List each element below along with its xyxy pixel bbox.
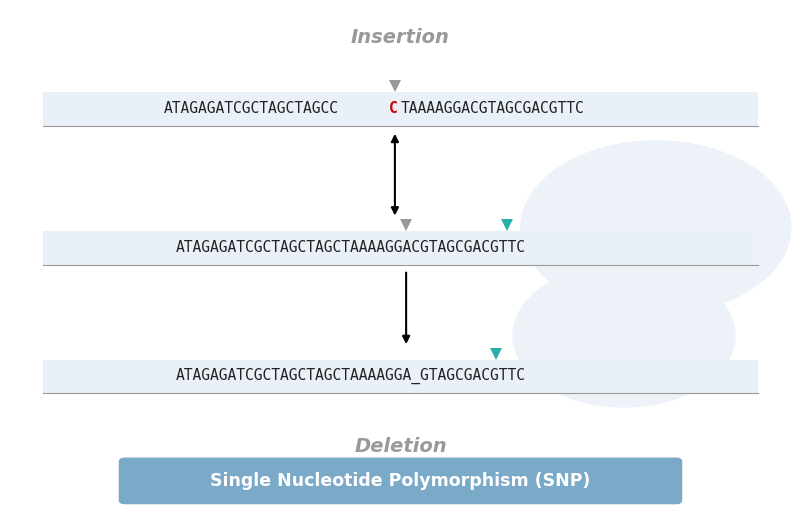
Circle shape [513,264,736,407]
Text: TAAAAGGACGTAGCGACGTTC: TAAAAGGACGTAGCGACGTTC [400,101,584,116]
Circle shape [520,140,791,315]
Circle shape [520,176,680,279]
FancyBboxPatch shape [43,93,758,126]
FancyBboxPatch shape [43,231,758,265]
Text: C: C [389,101,398,116]
Text: Deletion: Deletion [354,437,447,455]
Text: ATAGAGATCGCTAGCTAGCC: ATAGAGATCGCTAGCTAGCC [164,101,340,116]
FancyBboxPatch shape [43,360,758,393]
FancyBboxPatch shape [119,458,682,504]
Text: Insertion: Insertion [351,28,450,47]
Text: ATAGAGATCGCTAGCTAGCTAAAAGGACGTAGCGACGTTC: ATAGAGATCGCTAGCTAGCTAAAAGGACGTAGCGACGTTC [175,240,525,255]
Text: Single Nucleotide Polymorphism (SNP): Single Nucleotide Polymorphism (SNP) [211,472,590,490]
Text: ATAGAGATCGCTAGCTAGCTAAAAGGA_GTAGCGACGTTC: ATAGAGATCGCTAGCTAGCTAAAAGGA_GTAGCGACGTTC [175,368,525,384]
